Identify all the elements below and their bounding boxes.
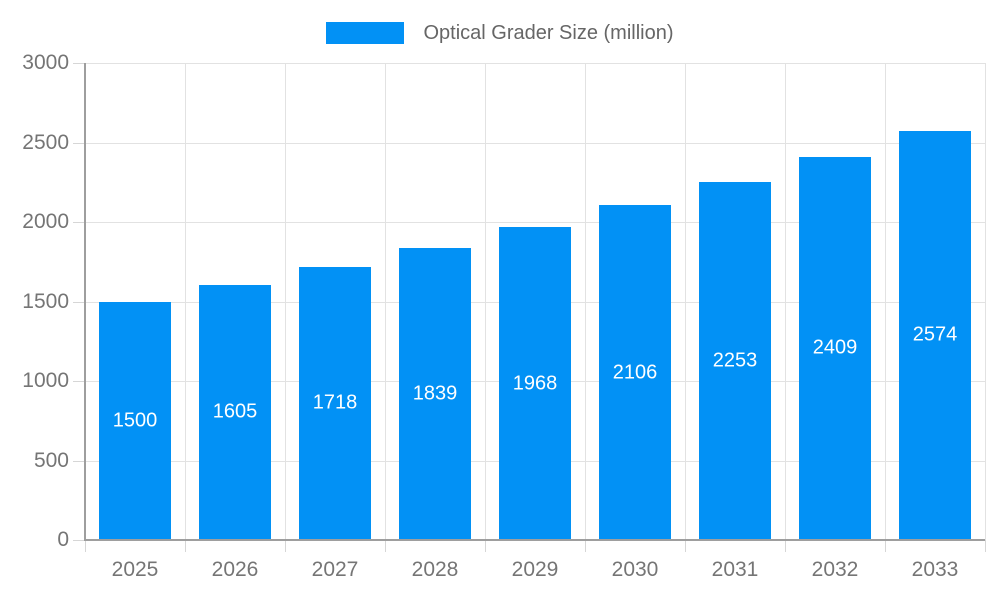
x-tick-mark <box>985 540 986 552</box>
v-gridline <box>285 63 286 540</box>
x-tick-mark <box>685 540 686 552</box>
v-gridline <box>185 63 186 540</box>
bar-value-label: 1718 <box>312 391 358 414</box>
y-tick-mark <box>73 301 85 303</box>
bar-value-label: 2574 <box>912 323 958 346</box>
y-tick-label: 2000 <box>22 210 69 233</box>
bar: 1605 <box>199 284 271 540</box>
x-tick-mark <box>885 540 886 552</box>
bar: 2106 <box>599 205 671 540</box>
v-gridline <box>485 63 486 540</box>
x-tick-label: 2029 <box>511 558 559 581</box>
bar-value-label: 1839 <box>412 382 458 405</box>
y-tick-mark <box>73 381 85 382</box>
h-gridline <box>85 222 985 223</box>
x-tick-label: 2030 <box>611 558 659 581</box>
bar: 1839 <box>399 247 471 540</box>
y-tick-label: 1000 <box>22 369 69 392</box>
legend-swatch <box>326 22 405 44</box>
v-gridline <box>785 63 786 540</box>
x-tick-mark <box>385 540 386 552</box>
v-gridline <box>885 63 886 540</box>
y-tick-mark <box>73 540 85 541</box>
y-tick-mark <box>73 142 85 144</box>
bar-value-label: 2253 <box>712 349 758 372</box>
bar: 1500 <box>99 301 171 540</box>
x-tick-label: 2027 <box>311 558 359 581</box>
bar-value-label: 2106 <box>612 361 658 384</box>
x-tick-label: 2033 <box>911 558 959 581</box>
bar: 2253 <box>699 181 771 540</box>
bar: 2409 <box>799 156 871 540</box>
v-gridline <box>685 63 686 540</box>
x-tick-mark <box>585 540 586 552</box>
bar: 1718 <box>299 266 371 540</box>
y-tick-label: 3000 <box>22 51 69 74</box>
bar-value-label: 1968 <box>512 372 558 395</box>
x-axis-line <box>85 539 985 541</box>
x-tick-mark <box>285 540 286 552</box>
legend: Optical Grader Size (million) <box>0 21 1000 45</box>
v-gridline <box>985 63 986 540</box>
h-gridline <box>85 142 985 144</box>
x-tick-mark <box>185 540 186 552</box>
bar-value-label: 1605 <box>212 400 258 423</box>
y-tick-mark <box>73 63 85 64</box>
bar: 2574 <box>899 130 971 540</box>
x-tick-mark <box>785 540 786 552</box>
y-tick-mark <box>73 460 85 462</box>
x-tick-label: 2025 <box>111 558 159 581</box>
y-tick-mark <box>73 222 85 223</box>
bar-value-label: 2409 <box>812 336 858 359</box>
bar: 1968 <box>499 227 571 540</box>
x-tick-label: 2028 <box>411 558 459 581</box>
y-tick-label: 1500 <box>22 289 69 313</box>
x-tick-mark <box>85 540 86 552</box>
y-axis-line <box>84 63 86 541</box>
x-tick-label: 2032 <box>811 558 859 581</box>
bar-value-label: 1500 <box>112 409 158 432</box>
h-gridline <box>85 63 985 64</box>
v-gridline <box>585 63 586 540</box>
x-tick-mark <box>485 540 486 552</box>
x-tick-label: 2031 <box>711 558 759 581</box>
y-tick-label: 2500 <box>22 130 69 154</box>
y-tick-label: 500 <box>33 448 69 472</box>
legend-label: Optical Grader Size (million) <box>423 21 674 44</box>
y-tick-label: 0 <box>57 528 69 551</box>
v-gridline <box>385 63 386 540</box>
x-tick-label: 2026 <box>211 558 259 581</box>
